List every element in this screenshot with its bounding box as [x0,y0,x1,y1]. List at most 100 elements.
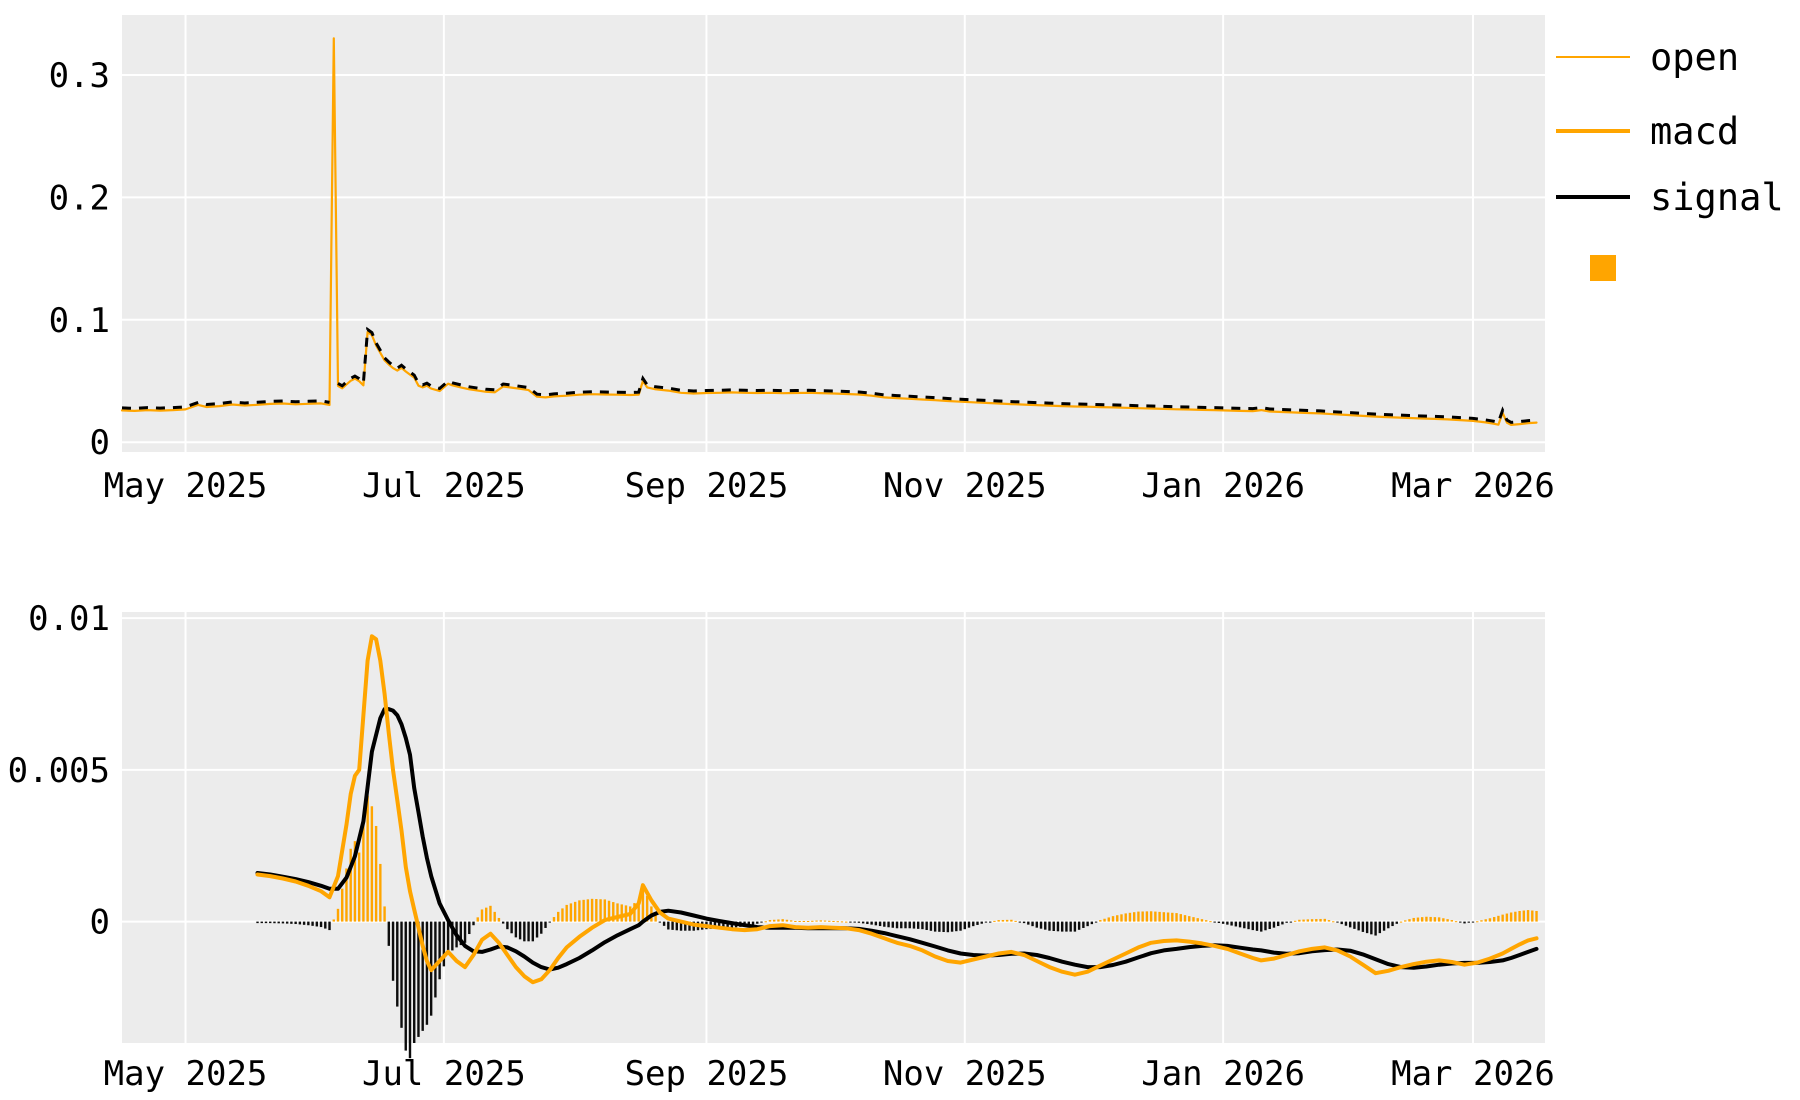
histogram-bar [955,921,958,932]
histogram-bar [1535,910,1538,922]
histogram-bar [1073,921,1077,932]
histogram-bar [599,899,602,922]
histogram-bar [959,921,962,931]
histogram-bar [616,903,619,922]
histogram-bar [1463,921,1466,924]
histogram-bar [341,888,344,922]
histogram-bar [1404,920,1407,922]
histogram-bar [1395,921,1398,924]
histogram-bar [391,921,395,981]
x-tick-label: Jan 2026 [1141,1054,1305,1094]
histogram-bar [984,921,988,923]
histogram-bar [773,919,776,922]
histogram-bar [269,921,272,924]
x-tick-label: Jan 2026 [1141,466,1305,506]
histogram-bar [993,920,996,922]
histogram-bar [1272,921,1276,928]
histogram-swatch [1590,255,1616,281]
x-tick-label: Mar 2026 [1391,1054,1555,1094]
histogram-bar [285,921,289,924]
histogram-bar [417,921,420,1037]
histogram-bar [540,921,543,934]
histogram-bar [459,921,463,946]
histogram-bar [658,921,662,923]
histogram-bar [408,921,412,1059]
histogram-bar [679,921,683,931]
histogram-bar [366,795,369,922]
histogram-bar [777,919,780,922]
histogram-bar [946,921,950,933]
histogram-bar [717,921,721,929]
histogram-bar [878,921,882,927]
histogram-bar [815,920,818,922]
histogram-bar [510,921,513,934]
histogram-bar [476,917,479,922]
histogram-bar [463,921,467,943]
y-tick-label: 0.3 [49,56,110,96]
histogram-bar [654,914,657,922]
histogram-bar [370,806,374,922]
histogram-bar [823,920,827,922]
histogram-bar [518,921,522,940]
histogram-bar [1061,921,1064,932]
histogram-bar [645,895,649,922]
histogram-bar [1027,921,1030,925]
legend: open macd signal [1556,0,1800,320]
histogram-bar [1005,919,1009,922]
histogram-bar [561,908,564,922]
plot-background [122,15,1545,452]
histogram-bar [387,921,391,946]
histogram-bar [290,921,293,924]
histogram-bar [1264,921,1267,931]
legend-entry-signal: signal [1556,175,1784,219]
histogram-bar [273,921,276,924]
histogram-bar [1476,921,1479,923]
histogram-bar [1454,921,1458,923]
histogram-bar [1188,916,1191,922]
macd-line-swatch [1556,129,1630,133]
histogram-bar [1501,914,1504,922]
x-tick-label: Nov 2025 [883,1054,1047,1094]
histogram-bar [1319,918,1322,922]
histogram-bar [1306,919,1310,922]
histogram-bar [904,921,907,929]
histogram-bar [950,921,954,932]
histogram-bar [1310,919,1314,922]
histogram-bar [1099,920,1102,922]
histogram-bar [811,920,814,922]
histogram-bar [1336,921,1339,923]
histogram-bar [1128,912,1132,922]
histogram-bar [849,921,852,923]
legend-entry-histogram [1556,246,1636,290]
histogram-bar [1281,921,1284,925]
y-tick-label: 0.1 [49,301,110,341]
histogram-bar [688,921,691,931]
histogram-bar [472,921,475,926]
histogram-bar [722,921,725,929]
histogram-bar [493,911,496,922]
histogram-bar [489,905,492,922]
histogram-bar [1018,921,1022,923]
histogram-bar [302,921,306,925]
histogram-bar [590,898,594,922]
histogram-bar [315,921,319,927]
histogram-bar [1492,917,1496,922]
histogram-bar [573,901,577,922]
histogram-bar [1221,921,1225,924]
histogram-bar [1505,913,1509,922]
histogram-bar [383,906,386,922]
histogram-bar [1391,921,1394,927]
histogram-bar [641,885,645,922]
histogram-bar [256,921,259,924]
histogram-bar [1357,921,1360,931]
histogram-bar [1289,921,1293,923]
histogram-bar [836,921,839,923]
histogram-bar [442,921,446,967]
histogram-bar [1234,921,1238,927]
x-tick-label: Sep 2025 [625,1054,789,1094]
histogram-bar [1120,914,1123,922]
close-overlay-line [121,326,1537,424]
price-panel: 0 0.1 0.2 0.3 May 2025 Jul 2025 Sep 2025 Nov 20… [49,15,1555,506]
histogram-bar [832,920,835,922]
histogram-bar [684,921,687,931]
